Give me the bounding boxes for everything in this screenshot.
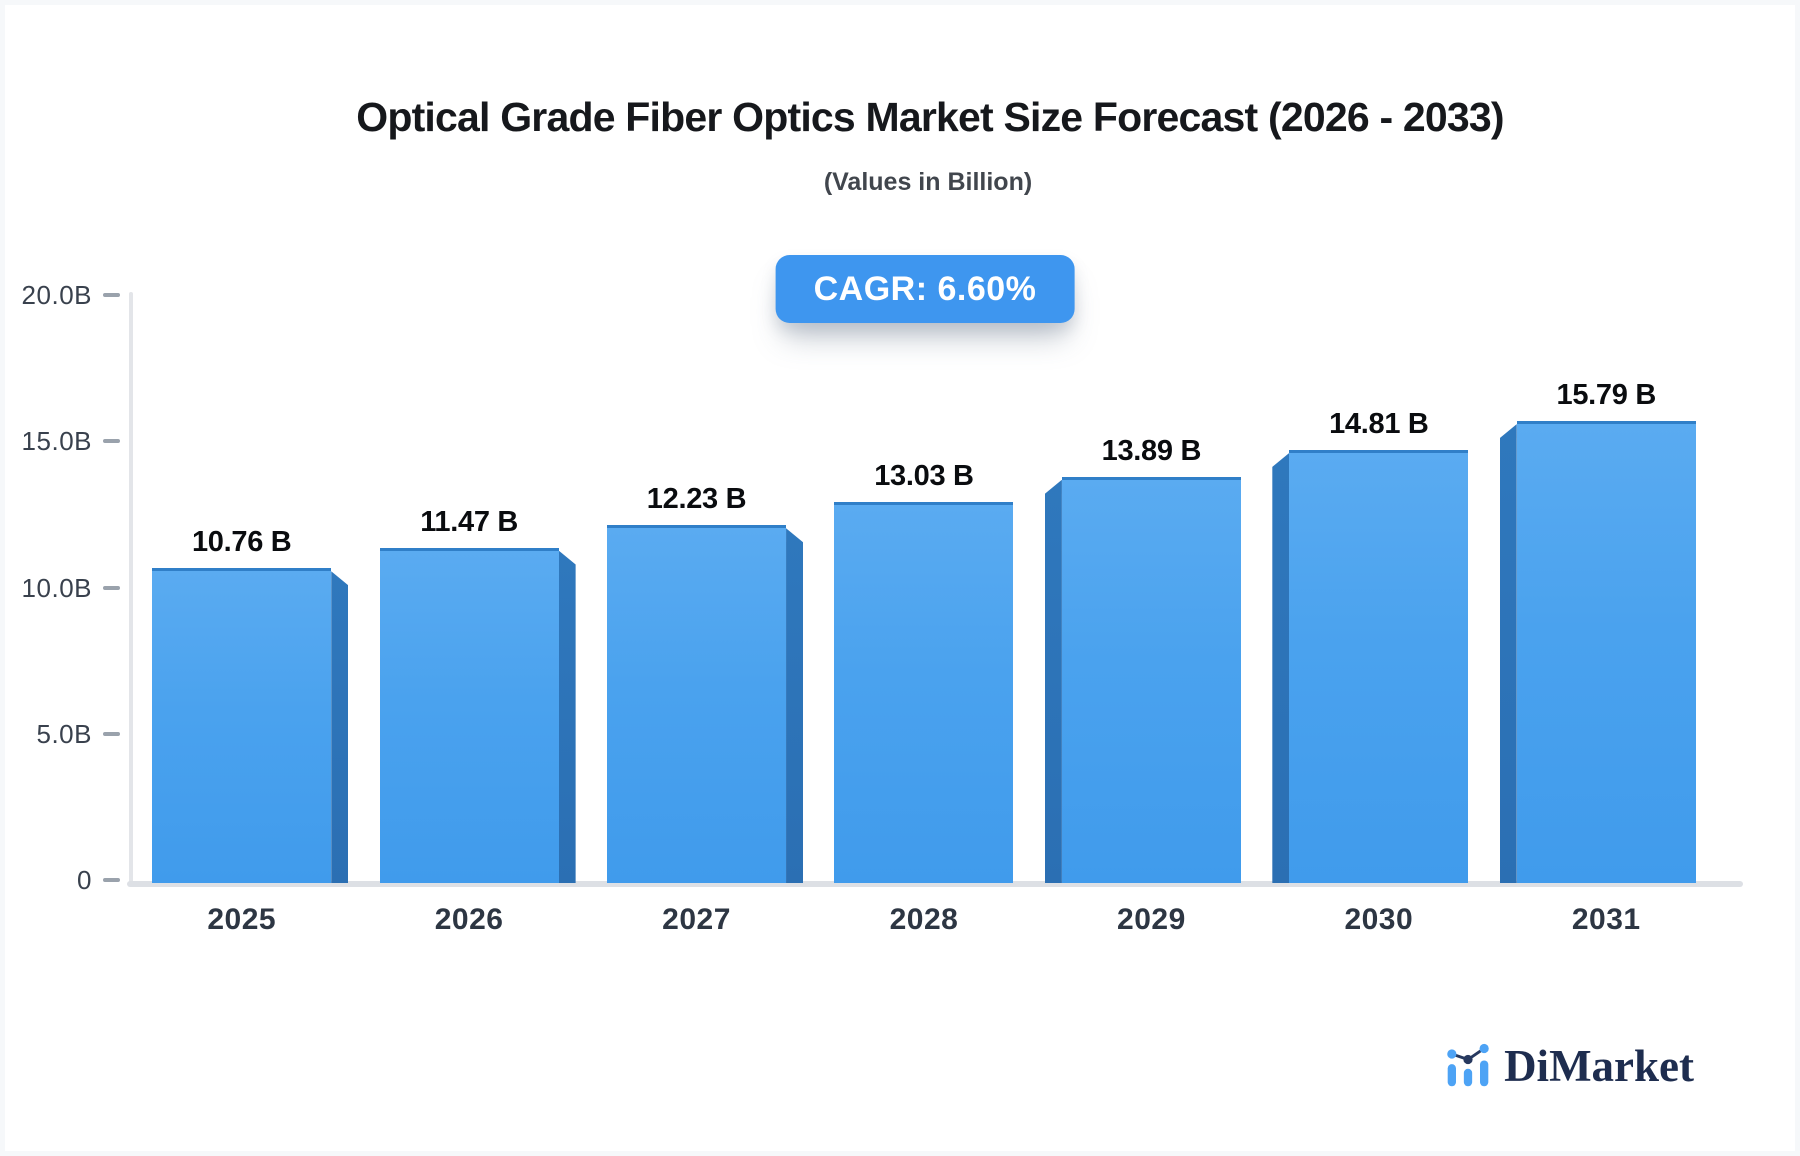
plot-area: 10.76 B 2025 11.47 B 2026 12.23 B 2027 13.03 B… bbox=[128, 295, 1720, 936]
bar-2031: 15.79 B bbox=[1499, 379, 1696, 883]
y-tick-label: 10.0B bbox=[21, 572, 92, 603]
y-tick-label: 20.0B bbox=[21, 280, 92, 310]
x-tick-label: 2025 bbox=[207, 903, 277, 936]
bar-side-face bbox=[786, 528, 804, 883]
dimarket-logo: DiMarket bbox=[1444, 1040, 1694, 1092]
bar-value-label: 10.76 B bbox=[191, 526, 292, 559]
bar-slot: 13.89 B 2029 bbox=[1038, 295, 1265, 936]
bar-side-face bbox=[1499, 424, 1517, 883]
y-tick-mark bbox=[103, 878, 120, 882]
y-tick-label: 15.0B bbox=[21, 426, 92, 457]
bar-2028: 13.03 B bbox=[834, 460, 1014, 883]
chart-title: Optical Grade Fiber Optics Market Size F… bbox=[356, 94, 1504, 140]
bar-2030: 14.81 B bbox=[1272, 408, 1469, 883]
bar-value-label: 13.89 B bbox=[1101, 434, 1202, 467]
bar-2026: 11.47 B bbox=[379, 506, 576, 883]
y-tick-mark bbox=[103, 585, 120, 590]
x-tick-label: 2030 bbox=[1344, 903, 1414, 936]
chart-subtitle: (Values in Billion) bbox=[823, 168, 1033, 196]
bar-slot: 12.23 B 2027 bbox=[583, 295, 810, 936]
bar-value-label: 15.79 B bbox=[1556, 379, 1656, 412]
bar-side-face bbox=[558, 550, 576, 883]
x-tick-label: 2028 bbox=[889, 903, 959, 936]
bar-value-label: 11.47 B bbox=[420, 505, 519, 538]
bar-value-label: 14.81 B bbox=[1329, 407, 1429, 440]
x-tick-label: 2029 bbox=[1117, 903, 1186, 936]
bar-2025: 10.76 B bbox=[152, 526, 349, 883]
dimarket-logo-text: DiMarket bbox=[1504, 1041, 1694, 1091]
bar-slot: 14.81 B 2030 bbox=[1265, 295, 1492, 936]
bar-slot: 13.03 B 2028 bbox=[810, 295, 1037, 936]
x-tick-label: 2027 bbox=[662, 903, 731, 936]
bar-slot: 10.76 B 2025 bbox=[128, 295, 355, 936]
y-tick-mark bbox=[103, 731, 120, 736]
bar-value-label: 12.23 B bbox=[646, 483, 747, 516]
y-tick-mark bbox=[103, 439, 120, 444]
x-tick-label: 2031 bbox=[1571, 903, 1641, 936]
y-tick-mark bbox=[103, 293, 120, 297]
dimarket-logo-icon bbox=[1447, 1043, 1489, 1087]
bar-2029: 13.89 B bbox=[1044, 435, 1241, 883]
bar-slot: 15.79 B 2031 bbox=[1493, 295, 1720, 936]
y-tick-label: 0 bbox=[77, 865, 92, 895]
bar-side-face bbox=[331, 571, 349, 883]
bar-value-label: 13.03 B bbox=[874, 459, 974, 492]
bar-2027: 12.23 B bbox=[607, 483, 804, 883]
x-axis-line bbox=[127, 881, 1743, 887]
x-tick-label: 2026 bbox=[434, 903, 504, 936]
bar-side-face bbox=[1044, 479, 1062, 883]
bar-slot: 11.47 B 2026 bbox=[355, 295, 582, 936]
cagr-badge: CAGR: 6.60% bbox=[775, 255, 1075, 323]
y-tick-label: 5.0B bbox=[36, 718, 92, 749]
bar-side-face bbox=[1272, 452, 1290, 883]
y-axis-line bbox=[129, 292, 133, 884]
